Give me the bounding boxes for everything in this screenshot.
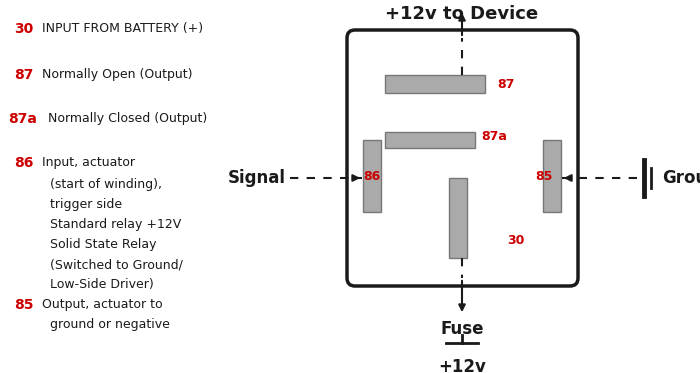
Text: 85: 85 — [14, 298, 34, 312]
Text: 85: 85 — [535, 169, 552, 182]
Text: +12v: +12v — [438, 358, 486, 373]
Text: +12v to Device: +12v to Device — [386, 5, 538, 23]
Bar — [385, 75, 485, 93]
Text: 87a: 87a — [481, 129, 507, 142]
Text: Normally Open (Output): Normally Open (Output) — [42, 68, 193, 81]
Text: 86: 86 — [14, 156, 34, 170]
Text: Standard relay +12V: Standard relay +12V — [50, 218, 181, 231]
Text: Low-Side Driver): Low-Side Driver) — [50, 278, 154, 291]
Text: 30: 30 — [14, 22, 34, 36]
Bar — [363, 140, 381, 212]
Text: Input, actuator: Input, actuator — [42, 156, 135, 169]
Text: INPUT FROM BATTERY (+): INPUT FROM BATTERY (+) — [42, 22, 203, 35]
Text: (Switched to Ground/: (Switched to Ground/ — [50, 258, 183, 271]
Text: Normally Closed (Output): Normally Closed (Output) — [48, 112, 207, 125]
Text: Signal: Signal — [228, 169, 286, 187]
Text: Fuse: Fuse — [440, 320, 484, 338]
Text: Ground: Ground — [662, 169, 700, 187]
Text: Solid State Relay: Solid State Relay — [50, 238, 157, 251]
Text: 86: 86 — [364, 169, 381, 182]
Text: 87: 87 — [497, 78, 514, 91]
Text: Output, actuator to: Output, actuator to — [42, 298, 162, 311]
FancyBboxPatch shape — [347, 30, 578, 286]
Text: 30: 30 — [507, 233, 524, 247]
Text: (start of winding),: (start of winding), — [50, 178, 162, 191]
Bar — [543, 140, 561, 212]
Text: 87a: 87a — [8, 112, 37, 126]
Text: trigger side: trigger side — [50, 198, 122, 211]
Text: ground or negative: ground or negative — [50, 318, 170, 331]
Bar — [449, 178, 467, 258]
Bar — [385, 132, 475, 148]
Text: 87: 87 — [14, 68, 34, 82]
